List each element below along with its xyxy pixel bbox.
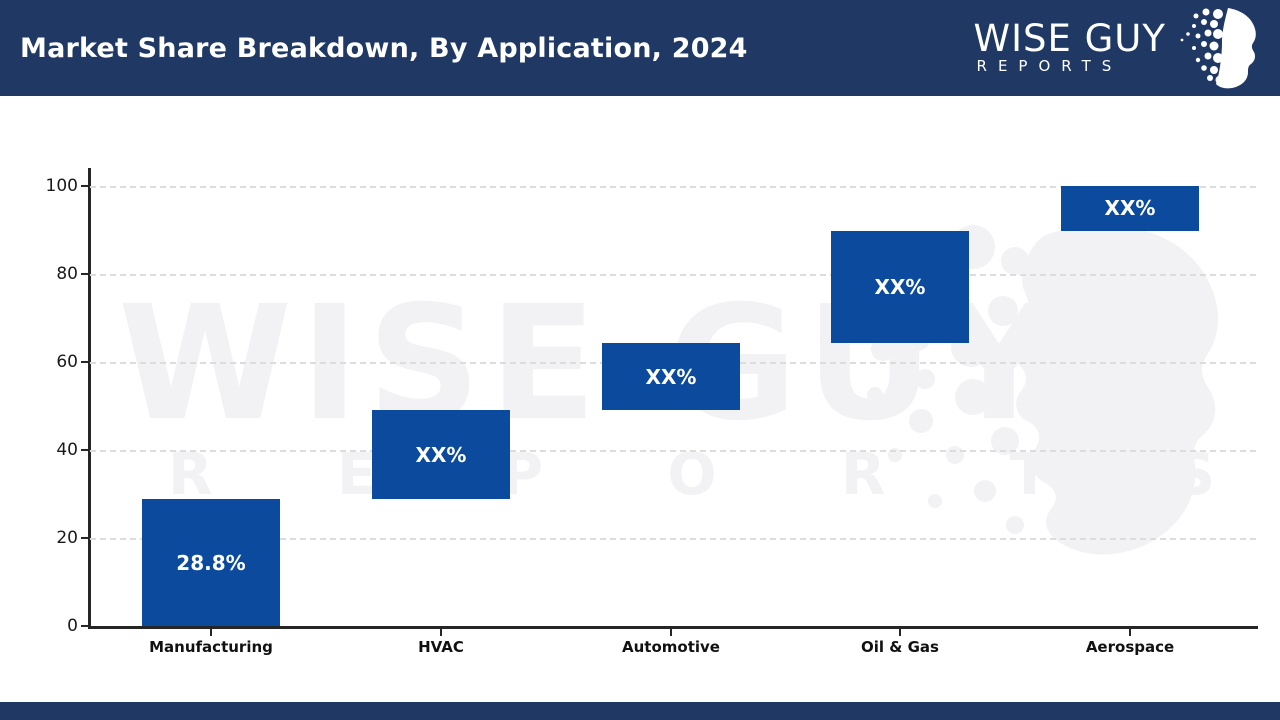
y-tick-mark	[81, 625, 89, 627]
wise-guy-logo: WISE GUY REPORTS	[974, 6, 1260, 90]
y-tick-label: 0	[67, 616, 78, 636]
y-axis-line	[88, 168, 91, 629]
y-tick-mark	[81, 273, 89, 275]
category-label-2: HVAC	[418, 638, 464, 656]
bar-automotive: XX%	[602, 343, 740, 410]
y-tick-mark	[81, 361, 89, 363]
x-axis-line	[88, 626, 1258, 629]
y-tick-label: 20	[56, 528, 78, 548]
logo-text: WISE GUY REPORTS	[973, 17, 1166, 75]
bar-value-label: XX%	[645, 364, 697, 389]
x-tick-mark	[1129, 629, 1131, 636]
footer-bar	[0, 702, 1280, 720]
gridline-80	[90, 274, 1256, 276]
y-tick-label: 100	[45, 176, 78, 196]
gridline-20	[90, 538, 1256, 540]
y-tick-label: 40	[56, 440, 78, 460]
bar-manufacturing: 28.8%	[142, 499, 280, 626]
bar-value-label: 28.8%	[176, 550, 246, 575]
x-tick-mark	[210, 629, 212, 636]
y-tick-label: 60	[56, 352, 78, 372]
bar-oil-gas: XX%	[831, 230, 969, 344]
header-bar: Market Share Breakdown, By Application, …	[0, 0, 1280, 96]
y-tick-label: 80	[56, 264, 78, 284]
y-tick-mark	[81, 185, 89, 187]
bar-aerospace: XX%	[1061, 186, 1199, 231]
bar-hvac: XX%	[372, 409, 510, 500]
x-tick-mark	[440, 629, 442, 636]
logo-head-profile-icon	[1180, 8, 1256, 89]
category-label-5: Aerospace	[1085, 638, 1175, 656]
gridline-100	[90, 186, 1256, 188]
bar-value-label: XX%	[874, 274, 926, 299]
category-label-3: Automotive	[622, 638, 720, 656]
y-tick-mark	[81, 449, 89, 451]
logo-subtitle: REPORTS	[976, 57, 1123, 75]
y-tick-mark	[81, 537, 89, 539]
x-tick-mark	[670, 629, 672, 636]
page-title: Market Share Breakdown, By Application, …	[20, 32, 748, 64]
gridline-40	[90, 450, 1256, 452]
category-label-4: Oil & Gas	[861, 638, 939, 656]
bar-value-label: XX%	[1104, 196, 1156, 221]
logo-wordmark: WISE GUY	[973, 17, 1166, 60]
category-label-1: Manufacturing	[149, 638, 273, 656]
x-tick-mark	[899, 629, 901, 636]
bar-value-label: XX%	[415, 442, 467, 467]
